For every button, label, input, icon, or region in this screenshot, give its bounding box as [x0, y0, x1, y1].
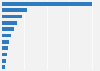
- Bar: [2, 34, 11, 37]
- Bar: [2, 53, 7, 56]
- Bar: [2, 65, 5, 69]
- Bar: [2, 8, 27, 12]
- Bar: [2, 40, 9, 44]
- Bar: [2, 59, 6, 63]
- Bar: [2, 27, 14, 31]
- Bar: [2, 15, 22, 18]
- Bar: [2, 46, 8, 50]
- Bar: [2, 2, 92, 6]
- Bar: [2, 21, 17, 25]
